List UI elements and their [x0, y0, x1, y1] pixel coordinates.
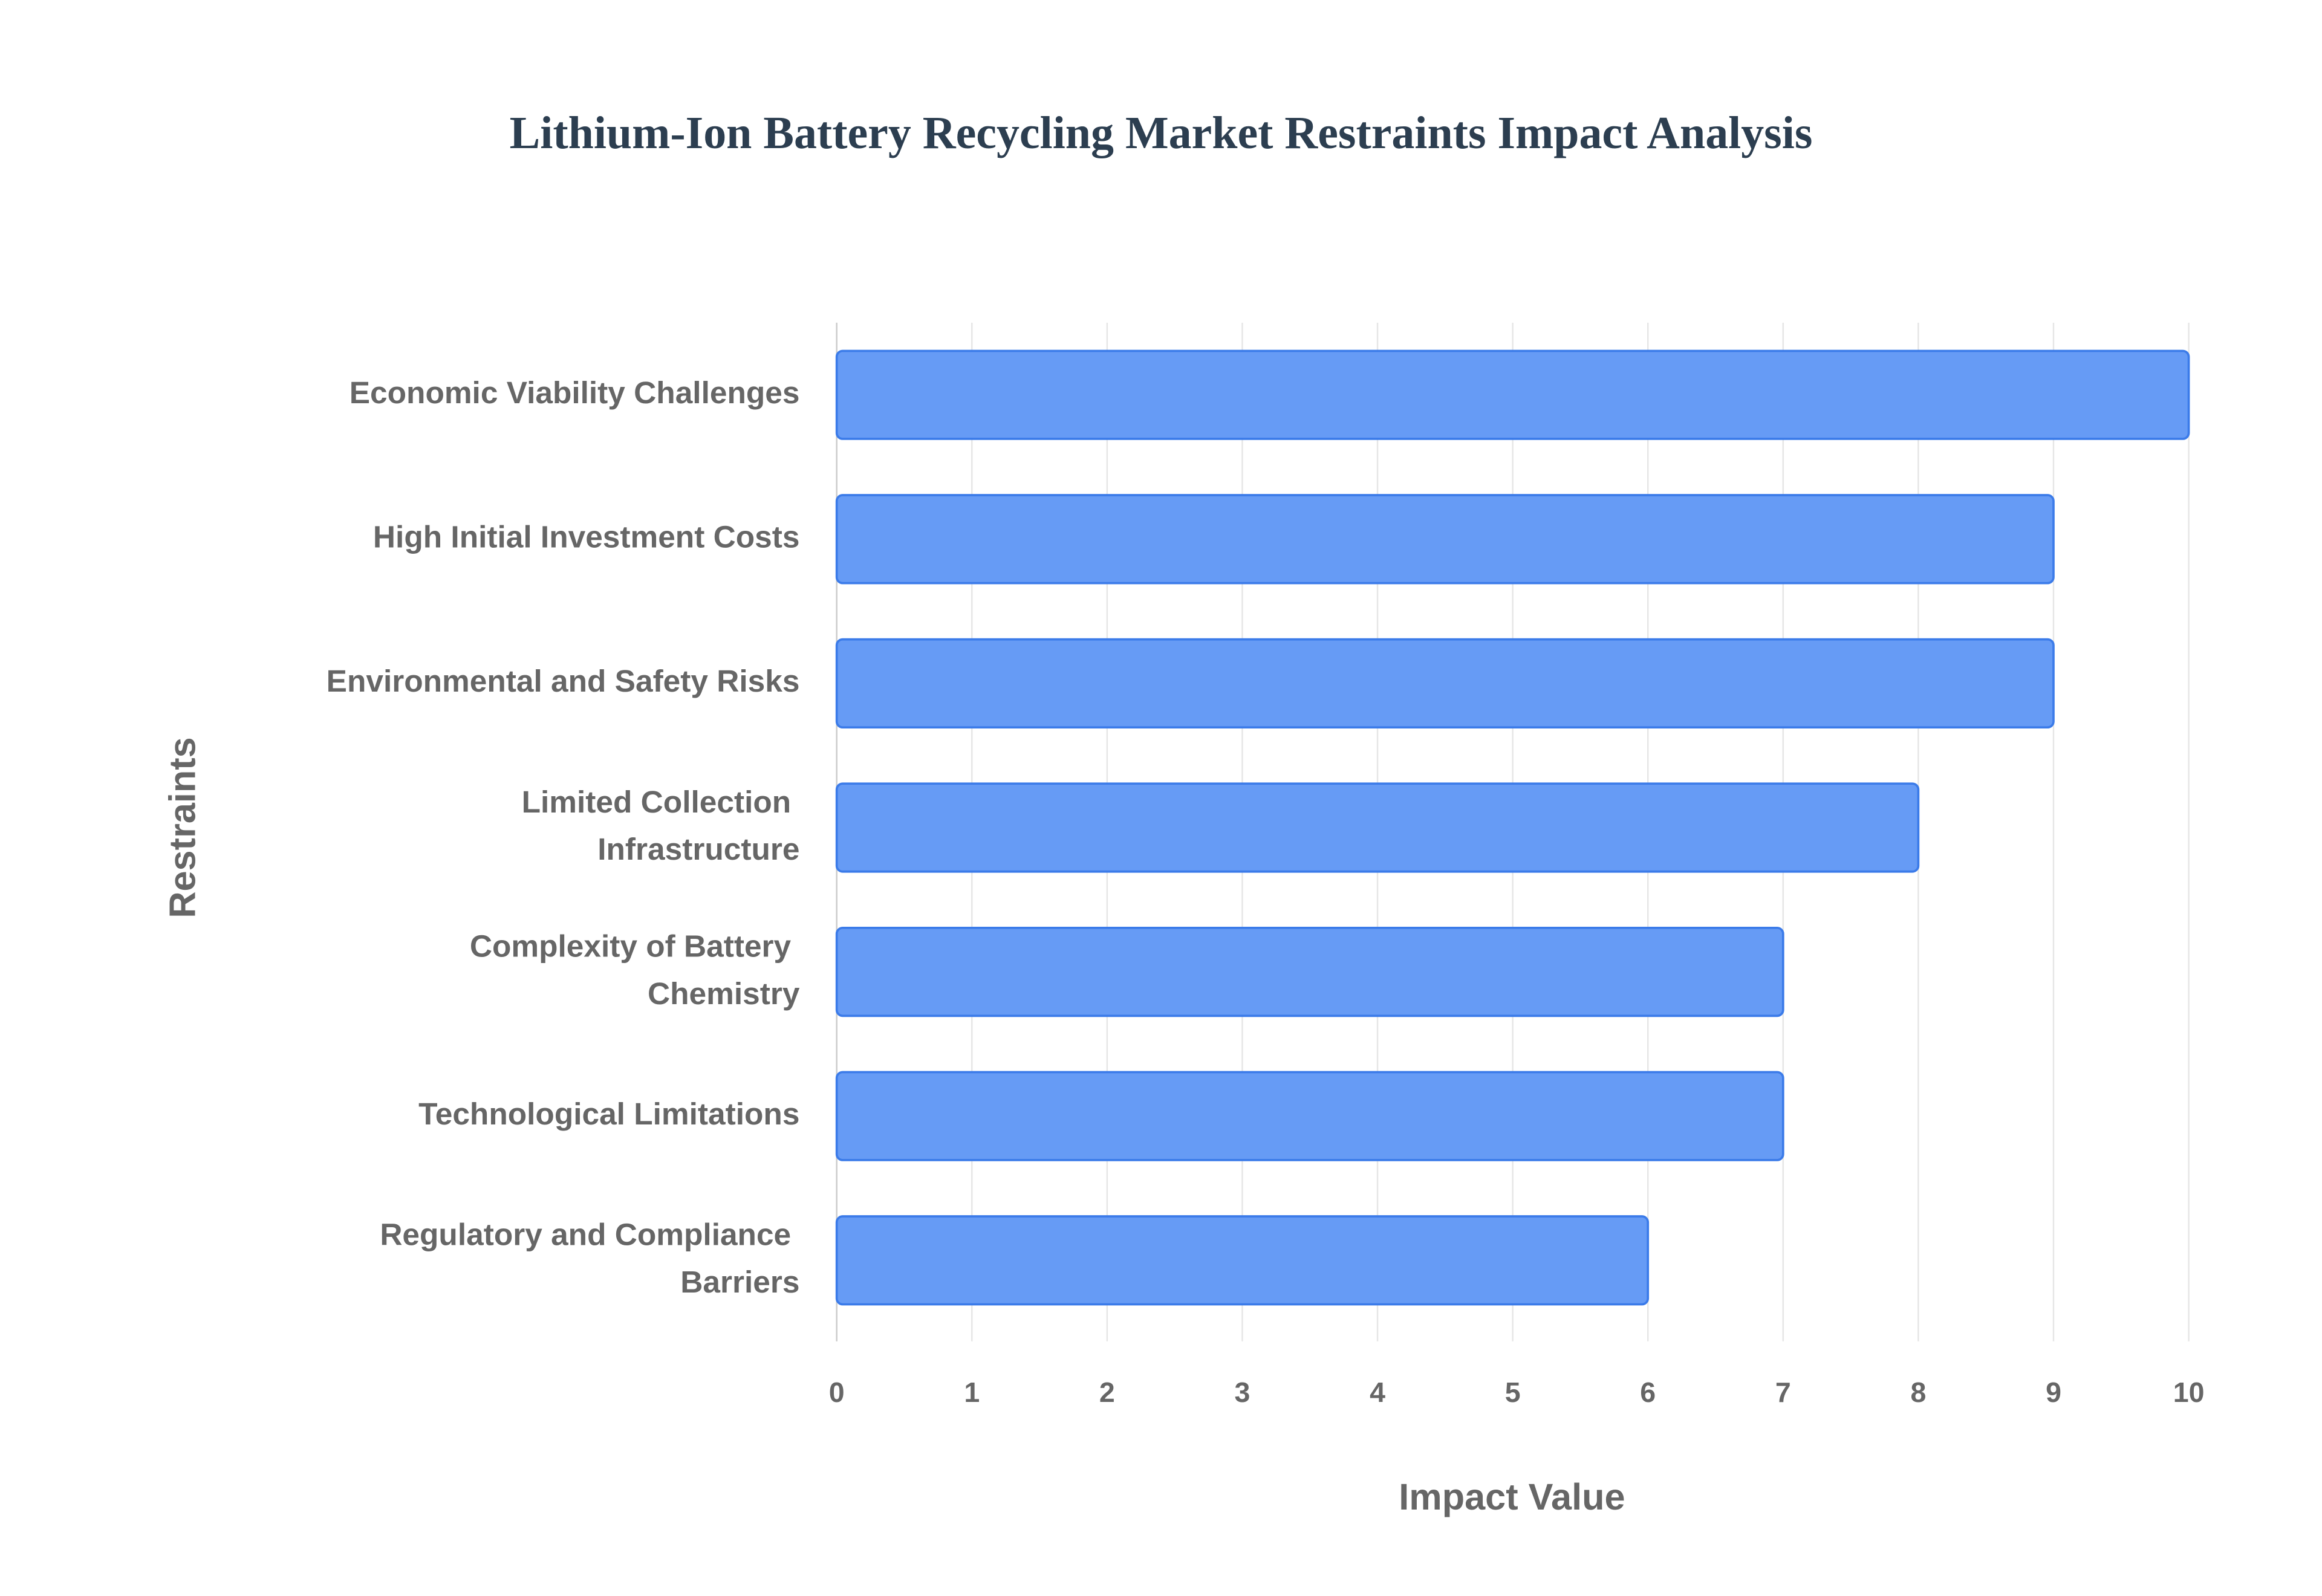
bar	[835, 494, 2055, 585]
x-tick-label: 3	[1235, 1377, 1250, 1408]
y-tick-label: Limited Collection Infrastructure	[522, 783, 800, 866]
y-tick-label: Regulatory and Compliance Barriers	[380, 1216, 799, 1299]
y-tick-label: Technological Limitations	[418, 1096, 799, 1131]
x-tick-label: 1	[964, 1377, 980, 1408]
y-tick-label: High Initial Investment Costs	[373, 519, 800, 554]
y-axis-title: Restraints	[161, 737, 203, 918]
y-tick-label: Complexity of Battery Chemistry	[470, 928, 800, 1010]
bar	[835, 1215, 1650, 1306]
y-tick-label: Economic Viability Challenges	[350, 375, 800, 410]
x-tick-label: 0	[829, 1377, 845, 1408]
x-axis-title: Impact Value	[1399, 1476, 1625, 1517]
bar	[835, 1071, 1784, 1161]
y-tick-label: Environmental and Safety Risks	[327, 663, 800, 698]
x-tick-label: 6	[1640, 1377, 1656, 1408]
x-tick-label: 9	[2046, 1377, 2061, 1408]
bar	[835, 926, 1784, 1017]
chart-title: Lithium-Ion Battery Recycling Market Res…	[510, 108, 1813, 158]
x-tick-label: 2	[1099, 1377, 1115, 1408]
x-tick-label: 4	[1370, 1377, 1385, 1408]
x-tick-label: 8	[1910, 1377, 1926, 1408]
x-tick-label: 7	[1775, 1377, 1791, 1408]
x-tick-label: 10	[2173, 1377, 2205, 1408]
bar	[835, 782, 1920, 873]
x-tick-label: 5	[1505, 1377, 1521, 1408]
bar	[835, 638, 2055, 728]
bar	[835, 349, 2190, 440]
